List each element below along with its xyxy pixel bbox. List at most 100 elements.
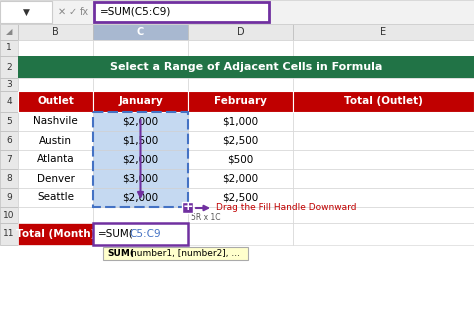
- Text: 3: 3: [6, 80, 12, 89]
- Text: fx: fx: [80, 7, 89, 17]
- Text: =SUM(C5:C9): =SUM(C5:C9): [100, 7, 172, 17]
- Bar: [93, 112, 188, 207]
- Bar: [93, 112, 188, 131]
- Bar: [18, 91, 93, 112]
- Bar: [18, 150, 93, 169]
- Bar: [18, 24, 93, 40]
- Text: 4: 4: [6, 97, 12, 106]
- Bar: [188, 40, 293, 56]
- Text: 1: 1: [6, 44, 12, 53]
- Text: $2,500: $2,500: [222, 135, 259, 145]
- Bar: [293, 169, 474, 188]
- Bar: [188, 150, 293, 169]
- Bar: [93, 112, 188, 131]
- Text: $1,500: $1,500: [122, 135, 159, 145]
- Text: C: C: [137, 27, 144, 37]
- Bar: [0, 131, 18, 150]
- Text: E: E: [381, 27, 387, 37]
- Bar: [18, 56, 474, 78]
- Bar: [188, 56, 293, 78]
- Bar: [18, 207, 93, 223]
- Text: B: B: [52, 27, 59, 37]
- Text: SUM(: SUM(: [107, 249, 134, 258]
- Bar: [188, 131, 293, 150]
- Bar: [0, 169, 18, 188]
- Text: 5R x 1C: 5R x 1C: [191, 212, 220, 221]
- Bar: [0, 40, 18, 56]
- Text: +: +: [182, 201, 193, 213]
- Bar: [18, 40, 93, 56]
- Bar: [188, 78, 293, 91]
- Text: Drag the Fill Handle Downward: Drag the Fill Handle Downward: [216, 203, 356, 212]
- Bar: [0, 112, 18, 131]
- Text: $1,000: $1,000: [222, 117, 258, 127]
- Text: $2,000: $2,000: [222, 174, 258, 184]
- Text: $2,000: $2,000: [122, 193, 159, 202]
- Bar: [94, 2, 269, 22]
- Bar: [182, 201, 193, 212]
- Bar: [18, 188, 93, 207]
- Bar: [103, 247, 248, 260]
- Bar: [0, 1, 52, 23]
- Text: Nashvile: Nashvile: [33, 117, 78, 127]
- Bar: [0, 0, 474, 24]
- Text: 9: 9: [6, 193, 12, 202]
- Bar: [188, 188, 293, 207]
- Text: ✓: ✓: [69, 7, 77, 17]
- Bar: [188, 169, 293, 188]
- Bar: [18, 223, 93, 245]
- Text: $2,500: $2,500: [222, 193, 259, 202]
- Text: Denver: Denver: [36, 174, 74, 184]
- Bar: [93, 207, 188, 223]
- Bar: [93, 91, 188, 112]
- Text: Austin: Austin: [39, 135, 72, 145]
- Bar: [93, 150, 188, 169]
- Bar: [18, 91, 93, 112]
- Bar: [18, 78, 93, 91]
- Text: 6: 6: [6, 136, 12, 145]
- Bar: [188, 207, 293, 223]
- Bar: [93, 223, 188, 245]
- Text: ▼: ▼: [23, 7, 29, 16]
- Text: Seattle: Seattle: [37, 193, 74, 202]
- Bar: [18, 223, 93, 245]
- Text: 10: 10: [3, 210, 15, 219]
- Bar: [293, 207, 474, 223]
- Bar: [93, 56, 188, 78]
- Bar: [93, 24, 188, 40]
- Bar: [18, 56, 93, 78]
- Text: Total (Month): Total (Month): [16, 229, 95, 239]
- Bar: [293, 150, 474, 169]
- Text: Outlet: Outlet: [37, 96, 74, 107]
- Text: 5: 5: [6, 117, 12, 126]
- Bar: [293, 188, 474, 207]
- Text: January: January: [118, 96, 163, 107]
- Text: Select a Range of Adjacent Cells in Formula: Select a Range of Adjacent Cells in Form…: [110, 62, 382, 72]
- Text: $2,000: $2,000: [122, 117, 159, 127]
- Bar: [293, 131, 474, 150]
- Bar: [0, 150, 18, 169]
- Bar: [293, 56, 474, 78]
- Bar: [93, 169, 188, 188]
- Bar: [293, 91, 474, 112]
- Bar: [188, 91, 293, 112]
- Bar: [188, 112, 293, 131]
- Text: number1, [number2], ...: number1, [number2], ...: [131, 249, 240, 258]
- Bar: [93, 91, 188, 112]
- Text: Total (Outlet): Total (Outlet): [344, 96, 423, 107]
- Bar: [0, 78, 18, 91]
- Text: ◢: ◢: [6, 27, 12, 37]
- Bar: [93, 131, 188, 150]
- Text: $500: $500: [228, 154, 254, 164]
- Bar: [0, 223, 18, 245]
- Bar: [18, 131, 93, 150]
- Bar: [293, 112, 474, 131]
- Text: 8: 8: [6, 174, 12, 183]
- Bar: [93, 188, 188, 207]
- Text: C5:C9: C5:C9: [129, 229, 161, 239]
- Text: $2,000: $2,000: [122, 154, 159, 164]
- Bar: [293, 24, 474, 40]
- Bar: [93, 223, 188, 245]
- Text: D: D: [237, 27, 244, 37]
- Bar: [93, 40, 188, 56]
